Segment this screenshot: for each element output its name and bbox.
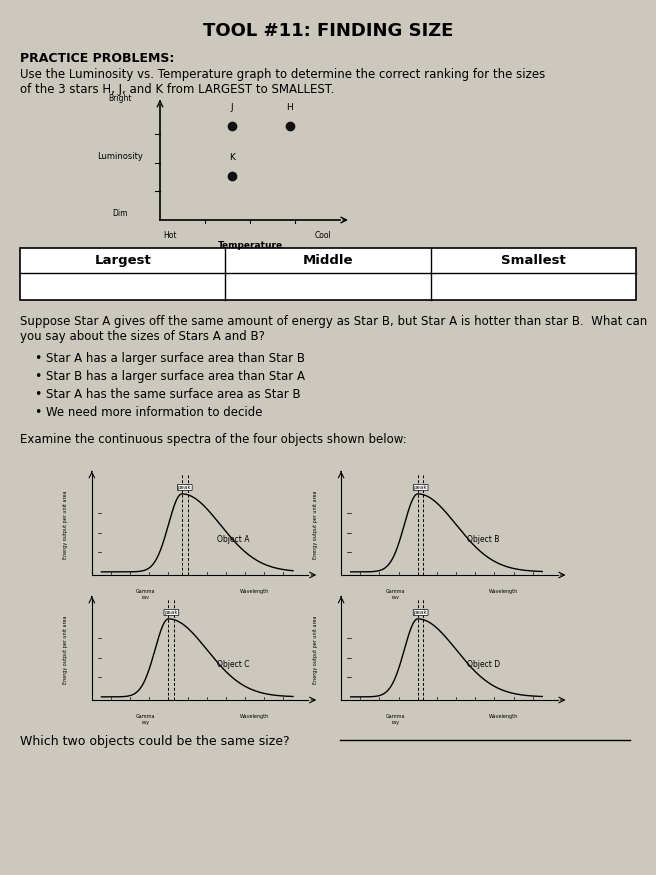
Text: Gamma
ray: Gamma ray (386, 589, 405, 600)
Text: peak: peak (178, 485, 192, 490)
Text: J: J (231, 103, 234, 112)
Text: K: K (229, 153, 235, 163)
Text: Hot: Hot (163, 232, 177, 241)
Text: Bright: Bright (109, 94, 132, 102)
Text: We need more information to decide: We need more information to decide (46, 406, 262, 419)
Text: Object B: Object B (466, 536, 499, 544)
Text: Gamma
ray: Gamma ray (136, 714, 155, 724)
Text: •: • (34, 370, 42, 383)
Text: Wavelength: Wavelength (239, 714, 269, 719)
Text: peak: peak (414, 610, 428, 615)
Text: Star A has a larger surface area than Star B: Star A has a larger surface area than St… (46, 352, 305, 365)
Text: peak: peak (414, 485, 428, 490)
Text: •: • (34, 352, 42, 365)
Text: Middle: Middle (303, 254, 353, 267)
Text: •: • (34, 406, 42, 419)
Bar (20, 248, 636, 300)
Text: Object D: Object D (466, 661, 500, 669)
Text: Energy output per unit area: Energy output per unit area (313, 615, 318, 684)
Text: Temperature: Temperature (217, 241, 283, 249)
Text: H: H (286, 103, 293, 112)
Text: Energy output per unit area: Energy output per unit area (64, 490, 68, 559)
Text: Use the Luminosity vs. Temperature graph to determine the correct ranking for th: Use the Luminosity vs. Temperature graph… (20, 68, 545, 96)
Text: Suppose Star A gives off the same amount of energy as Star B, but Star A is hott: Suppose Star A gives off the same amount… (20, 315, 647, 343)
Text: TOOL #11: FINDING SIZE: TOOL #11: FINDING SIZE (203, 22, 453, 40)
Text: Star B has a larger surface area than Star A: Star B has a larger surface area than St… (46, 370, 305, 383)
Text: Dim: Dim (113, 209, 128, 218)
Text: PRACTICE PROBLEMS:: PRACTICE PROBLEMS: (20, 52, 174, 65)
Text: Energy output per unit area: Energy output per unit area (64, 615, 68, 684)
Text: peak: peak (165, 610, 178, 615)
Text: Object C: Object C (217, 661, 250, 669)
Text: Cool: Cool (314, 232, 331, 241)
Text: •: • (34, 388, 42, 401)
Text: Luminosity: Luminosity (98, 152, 144, 161)
Text: Gamma
ray: Gamma ray (136, 589, 155, 600)
Text: Wavelength: Wavelength (489, 589, 518, 594)
Text: Wavelength: Wavelength (489, 714, 518, 719)
Text: Energy output per unit area: Energy output per unit area (313, 490, 318, 559)
Text: Largest: Largest (94, 254, 151, 267)
Text: Gamma
ray: Gamma ray (386, 714, 405, 724)
Text: Wavelength: Wavelength (239, 589, 269, 594)
Text: Star A has the same surface area as Star B: Star A has the same surface area as Star… (46, 388, 300, 401)
Text: Which two objects could be the same size?: Which two objects could be the same size… (20, 735, 290, 748)
Text: Smallest: Smallest (501, 254, 565, 267)
Text: Examine the continuous spectra of the four objects shown below:: Examine the continuous spectra of the fo… (20, 433, 407, 446)
Text: Object A: Object A (217, 536, 250, 544)
